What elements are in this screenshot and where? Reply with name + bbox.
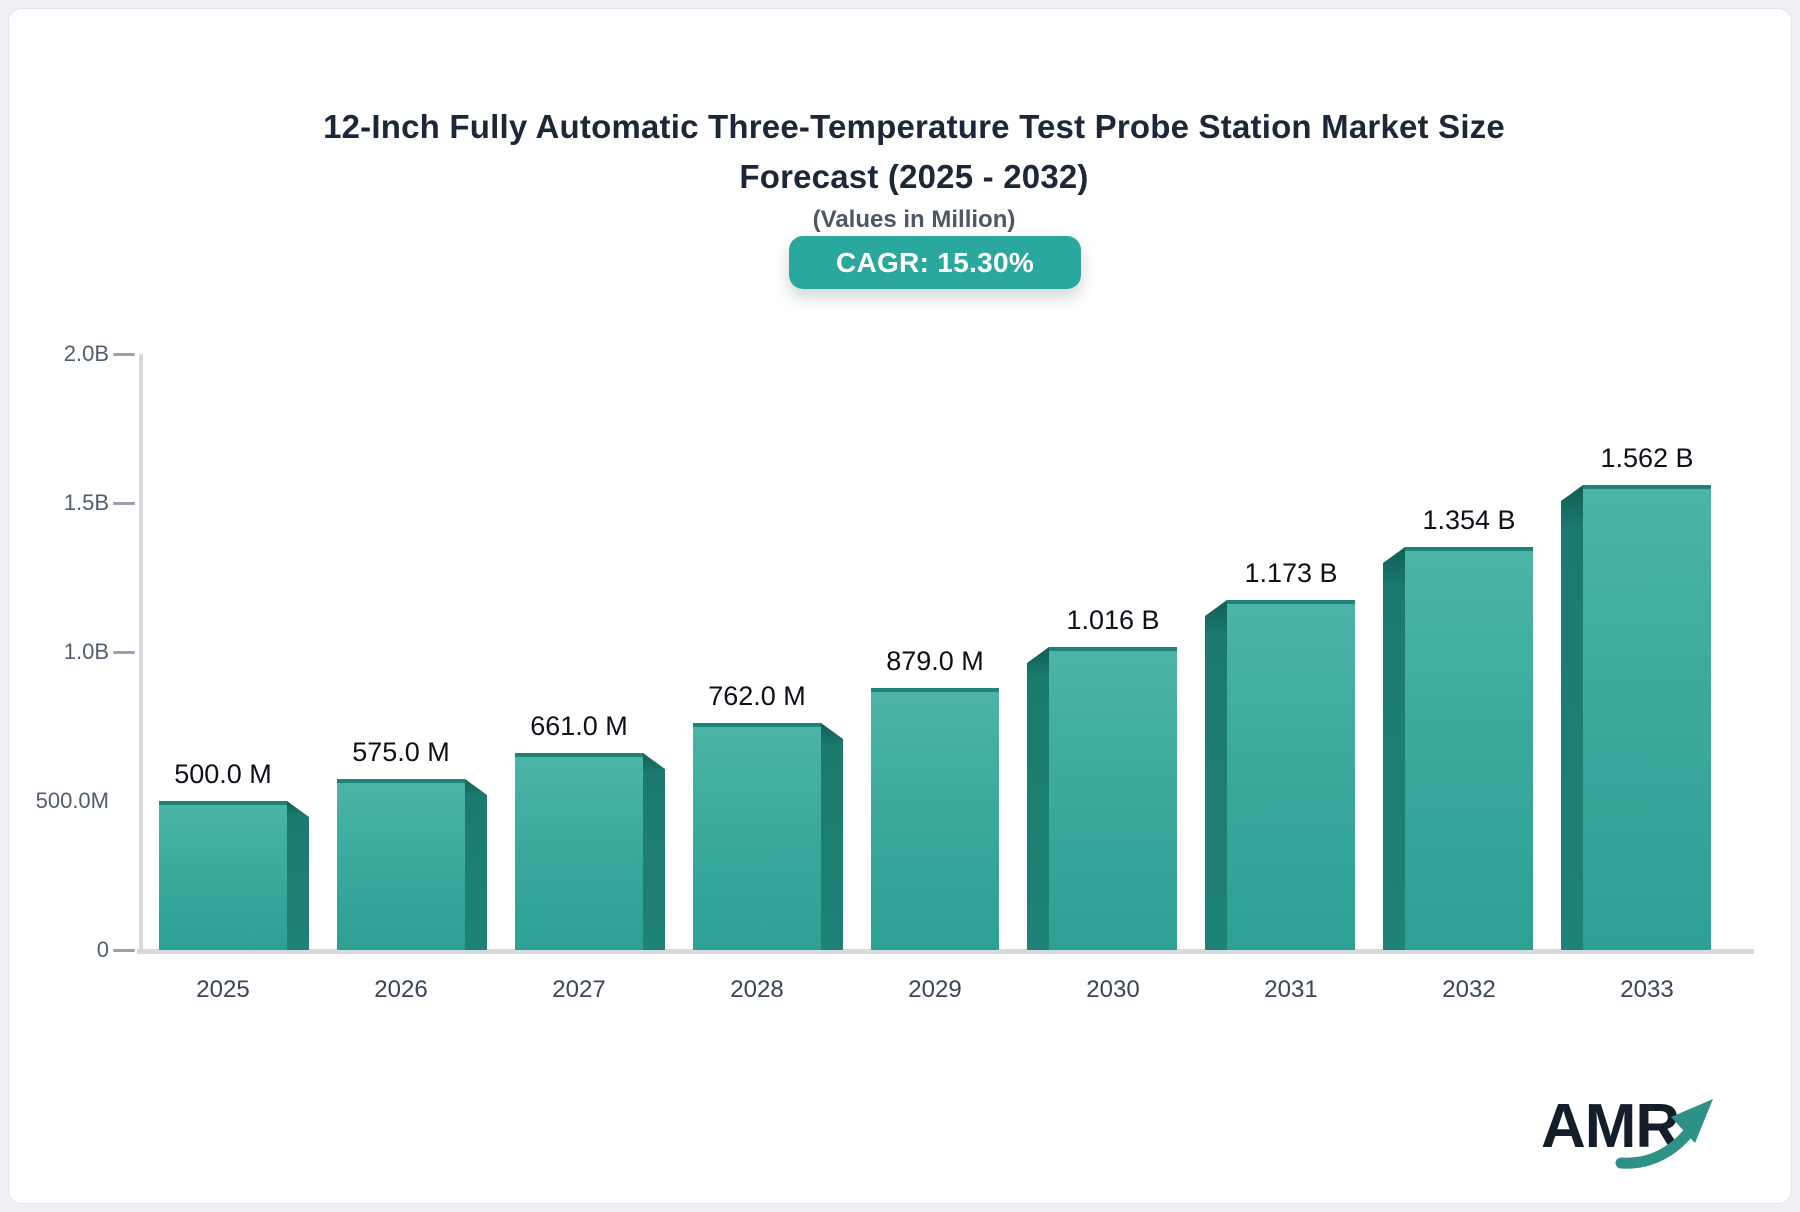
bar-side-face <box>287 801 309 950</box>
amr-logo: AMR <box>1541 1092 1713 1169</box>
y-tick-label: 1.0B <box>63 639 109 664</box>
chart-subtitle: (Values in Million) <box>812 206 1016 233</box>
bar-2028[interactable] <box>693 723 821 950</box>
bar-value-label: 879.0 M <box>886 646 984 676</box>
bar-value-label: 1.016 B <box>1066 605 1160 635</box>
bar-2031[interactable] <box>1227 600 1355 950</box>
y-tick-dash-icon <box>113 353 135 356</box>
chart-title-line2: Forecast (2025 - 2032) <box>739 158 1089 195</box>
y-tick-label: 1.5B <box>63 490 109 515</box>
x-axis-label: 2030 <box>1086 976 1140 1003</box>
y-tick-dash-icon <box>113 651 135 654</box>
bar-side-face <box>1561 485 1583 950</box>
cagr-badge-label: CAGR: 15.30% <box>835 246 1035 278</box>
bar-2026[interactable] <box>337 779 465 950</box>
x-axis-label: 2027 <box>552 976 606 1003</box>
bar-2032[interactable] <box>1405 547 1533 950</box>
y-tick-label: 2.0B <box>63 341 109 366</box>
bar-side-face <box>1027 647 1049 950</box>
bar-value-label: 661.0 M <box>530 711 628 741</box>
y-axis-line <box>139 354 143 954</box>
x-axis-label: 2032 <box>1442 976 1496 1003</box>
x-axis-label: 2033 <box>1620 976 1674 1003</box>
bar-value-label: 1.562 B <box>1600 443 1694 473</box>
bar-2025[interactable] <box>159 801 287 950</box>
bar-value-label: 762.0 M <box>708 681 806 711</box>
x-axis-label: 2031 <box>1264 976 1318 1003</box>
cagr-badge: CAGR: 15.30% <box>789 236 1081 289</box>
bar-value-label: 500.0 M <box>174 759 272 789</box>
y-tick-label: 0 <box>96 937 109 962</box>
x-axis-label: 2029 <box>908 976 962 1003</box>
bar-side-face <box>465 779 487 950</box>
amr-logo-arrowhead-icon <box>1671 1099 1713 1143</box>
x-axis-line <box>137 949 1754 954</box>
x-axis-label: 2028 <box>730 976 784 1003</box>
bar-value-label: 1.173 B <box>1244 558 1338 588</box>
amr-logo-text: AMR <box>1541 1092 1679 1161</box>
bar-2030[interactable] <box>1049 647 1177 950</box>
chart-card: 12-Inch Fully Automatic Three-Temperatur… <box>8 8 1792 1204</box>
bar-side-face <box>1383 547 1405 950</box>
bar-2027[interactable] <box>515 753 643 950</box>
bar-side-face <box>643 753 665 950</box>
bar-side-face <box>821 723 843 950</box>
y-tick-dash-icon <box>113 949 135 952</box>
bar-2029[interactable] <box>871 688 999 950</box>
x-axis-label: 2026 <box>374 976 428 1003</box>
bar-value-label: 1.354 B <box>1422 505 1516 535</box>
bar-value-label: 575.0 M <box>352 737 450 767</box>
bar-side-face <box>1205 600 1227 950</box>
y-tick-label: 500.0M <box>35 788 109 813</box>
chart-title-line1: 12-Inch Fully Automatic Three-Temperatur… <box>323 108 1505 145</box>
y-tick-dash-icon <box>113 502 135 505</box>
bar-2033[interactable] <box>1583 485 1711 950</box>
x-axis-label: 2025 <box>196 976 250 1003</box>
